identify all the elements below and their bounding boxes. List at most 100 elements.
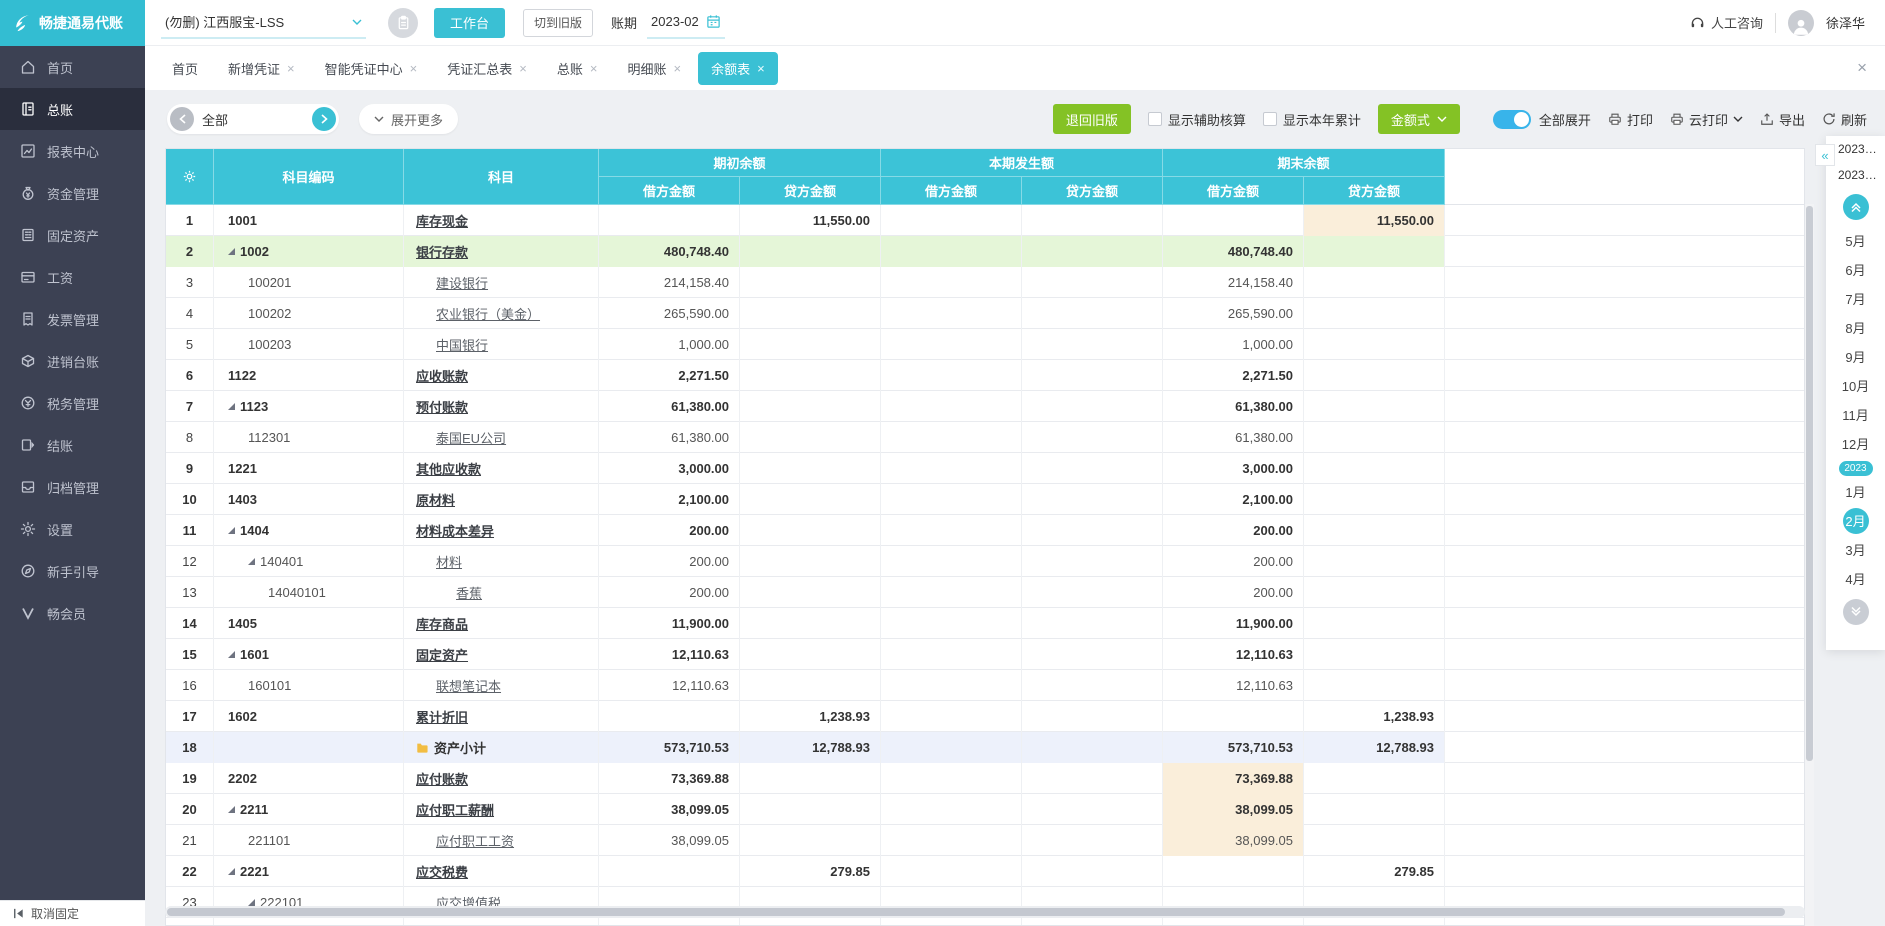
year-item[interactable]: 2023…	[1838, 168, 1877, 182]
cloud-print-dropdown[interactable]: 云打印	[1670, 110, 1743, 129]
table-row[interactable]: 7 1123 预付账款 61,380.00 61,380.00	[166, 391, 1804, 422]
chevron-right-icon[interactable]	[312, 107, 336, 131]
table-row[interactable]: 2 1002 银行存款 480,748.40 480,748.40	[166, 236, 1804, 267]
table-row[interactable]: 10 1403 原材料 2,100.00 2,100.00	[166, 484, 1804, 515]
back-to-old-version-button[interactable]: 退回旧版	[1052, 104, 1131, 134]
collapse-rail-button[interactable]: «	[1815, 144, 1835, 166]
table-row[interactable]: 12 140401 材料 200.00 200.00	[166, 546, 1804, 577]
account-subject-link[interactable]: 泰国EU公司	[436, 431, 507, 446]
account-subject-link[interactable]: 库存商品	[416, 617, 469, 632]
account-subject-link[interactable]: 材料成本差异	[416, 524, 495, 539]
scroll-months-up-button[interactable]	[1842, 194, 1869, 220]
month-item-8月[interactable]: 8月	[1845, 321, 1866, 336]
table-row[interactable]: 11 1404 材料成本差异 200.00 200.00	[166, 515, 1804, 546]
table-row[interactable]: 17 1602 累计折旧 1,238.93 1,238.93	[166, 701, 1804, 732]
avatar[interactable]	[1787, 9, 1814, 36]
horizontal-scrollbar[interactable]	[165, 906, 1805, 918]
table-row[interactable]: 18 资产小计 573,710.53 12,788.93 573,710.53 12,78…	[166, 732, 1804, 763]
close-tab-icon[interactable]: ×	[409, 60, 418, 76]
account-subject-link[interactable]: 应交税费	[416, 865, 469, 880]
table-row[interactable]: 4 100202 农业银行（美金） 265,590.00 265,590.00	[166, 298, 1804, 329]
account-subject-link[interactable]: 应收账款	[416, 369, 469, 384]
close-tab-icon[interactable]: ×	[757, 60, 765, 76]
account-subject-link[interactable]: 银行存款	[416, 245, 469, 260]
table-row[interactable]: 1 1001 库存现金 11,550.00 11,550.00	[166, 205, 1804, 236]
table-row[interactable]: 13 14040101 香蕉 200.00 200.00	[166, 577, 1804, 608]
table-row[interactable]: 19 2202 应付账款 73,369.88 73,369.88	[166, 763, 1804, 794]
column-settings-cell[interactable]	[166, 149, 214, 205]
account-select[interactable]: (勿删) 江西服宝-LSS	[161, 7, 366, 39]
show-auxiliary-checkbox[interactable]: 显示辅助核算	[1147, 110, 1246, 129]
vertical-scrollbar-thumb[interactable]	[1806, 206, 1813, 761]
expand-toggle-icon[interactable]	[248, 558, 255, 565]
account-subject-link[interactable]: 库存现金	[416, 214, 469, 229]
close-tab-icon[interactable]: ×	[673, 60, 682, 76]
tab-首页[interactable]: 首页	[159, 52, 211, 85]
refresh-button[interactable]: 刷新	[1822, 110, 1867, 129]
scroll-months-down-button[interactable]	[1842, 599, 1869, 625]
unpin-sidebar-button[interactable]: 取消固定	[0, 900, 145, 926]
sidebar-item-资金管理[interactable]: 资金管理	[0, 172, 145, 214]
sidebar-item-首页[interactable]: 首页	[0, 46, 145, 88]
sidebar-item-税务管理[interactable]: 税务管理	[0, 382, 145, 424]
month-item-6月[interactable]: 6月	[1845, 263, 1866, 278]
amount-style-dropdown[interactable]: 金额式	[1377, 104, 1460, 134]
export-button[interactable]: 导出	[1760, 110, 1805, 129]
table-row[interactable]: 2422210101进项税额9,000.009,000.00	[166, 918, 1804, 925]
tab-总账[interactable]: 总账 ×	[544, 52, 611, 85]
account-subject-link[interactable]: 材料	[436, 555, 463, 570]
table-row[interactable]: 9 1221 其他应收款 3,000.00 3,000.00	[166, 453, 1804, 484]
expand-more-button[interactable]: 展开更多	[359, 104, 459, 134]
sidebar-item-进销台账[interactable]: 进销台账	[0, 340, 145, 382]
table-row[interactable]: 3 100201 建设银行 214,158.40 214,158.40	[166, 267, 1804, 298]
sidebar-item-畅会员[interactable]: 畅会员	[0, 592, 145, 634]
account-subject-link[interactable]: 应付职工薪酬	[416, 803, 495, 818]
tab-智能凭证中心[interactable]: 智能凭证中心 ×	[312, 52, 431, 85]
month-item-9月[interactable]: 9月	[1845, 350, 1866, 365]
expand-toggle-icon[interactable]	[228, 806, 235, 813]
table-row[interactable]: 14 1405 库存商品 11,900.00 11,900.00	[166, 608, 1804, 639]
account-subject-link[interactable]: 建设银行	[436, 276, 489, 291]
username[interactable]: 徐泽华	[1825, 16, 1865, 31]
expand-toggle-icon[interactable]	[228, 868, 235, 875]
horizontal-scrollbar-thumb[interactable]	[167, 908, 1785, 916]
expand-all-toggle[interactable]	[1492, 109, 1531, 129]
account-subject-link[interactable]: 原材料	[416, 493, 456, 508]
period-picker[interactable]: 2023-02	[647, 7, 725, 39]
month-item-10月[interactable]: 10月	[1841, 379, 1870, 394]
expand-toggle-icon[interactable]	[228, 403, 235, 410]
close-all-tabs-icon[interactable]: ×	[1857, 58, 1867, 77]
table-row[interactable]: 15 1601 固定资产 12,110.63 12,110.63	[166, 639, 1804, 670]
account-subject-link[interactable]: 累计折旧	[416, 710, 469, 725]
month-item-2月[interactable]: 2月	[1826, 506, 1885, 535]
account-subject-link[interactable]: 香蕉	[456, 586, 483, 601]
table-row[interactable]: 22 2221 应交税费 279.85 279.85	[166, 856, 1804, 887]
sidebar-item-结账[interactable]: 结账	[0, 424, 145, 466]
table-row[interactable]: 6 1122 应收账款 2,271.50 2,271.50	[166, 360, 1804, 391]
tab-余额表[interactable]: 余额表 ×	[698, 51, 778, 85]
account-subject-link[interactable]: 预付账款	[416, 400, 469, 415]
support-link[interactable]: 人工咨询	[1690, 13, 1763, 32]
switch-old-version-button[interactable]: 切到旧版	[523, 8, 594, 37]
sidebar-item-固定资产[interactable]: 固定资产	[0, 214, 145, 256]
month-item-1月[interactable]: 1月	[1845, 485, 1866, 500]
month-item-4月[interactable]: 4月	[1845, 572, 1866, 587]
account-subject-link[interactable]: 应付账款	[416, 772, 469, 787]
account-subject-link[interactable]: 固定资产	[416, 648, 469, 663]
show-ytd-checkbox[interactable]: 显示本年累计	[1262, 110, 1361, 129]
sidebar-item-归档管理[interactable]: 归档管理	[0, 466, 145, 508]
tab-凭证汇总表[interactable]: 凭证汇总表 ×	[434, 52, 540, 85]
sidebar-item-新手引导[interactable]: 新手引导	[0, 550, 145, 592]
month-item-11月[interactable]: 11月	[1842, 408, 1869, 423]
account-subject-link[interactable]: 中国银行	[436, 338, 489, 353]
account-subject-link[interactable]: 联想笔记本	[436, 679, 502, 694]
sidebar-item-设置[interactable]: 设置	[0, 508, 145, 550]
sidebar-item-总账[interactable]: 总账	[0, 88, 145, 130]
account-subject-link[interactable]: 其他应收款	[416, 462, 482, 477]
checkbox-icon[interactable]	[1262, 112, 1277, 126]
account-subject-link[interactable]: 农业银行（美金）	[436, 307, 541, 322]
expand-toggle-icon[interactable]	[228, 248, 235, 255]
sidebar-item-报表中心[interactable]: 报表中心	[0, 130, 145, 172]
tab-新增凭证[interactable]: 新增凭证 ×	[215, 52, 308, 85]
table-row[interactable]: 20 2211 应付职工薪酬 38,099.05 38,099.05	[166, 794, 1804, 825]
